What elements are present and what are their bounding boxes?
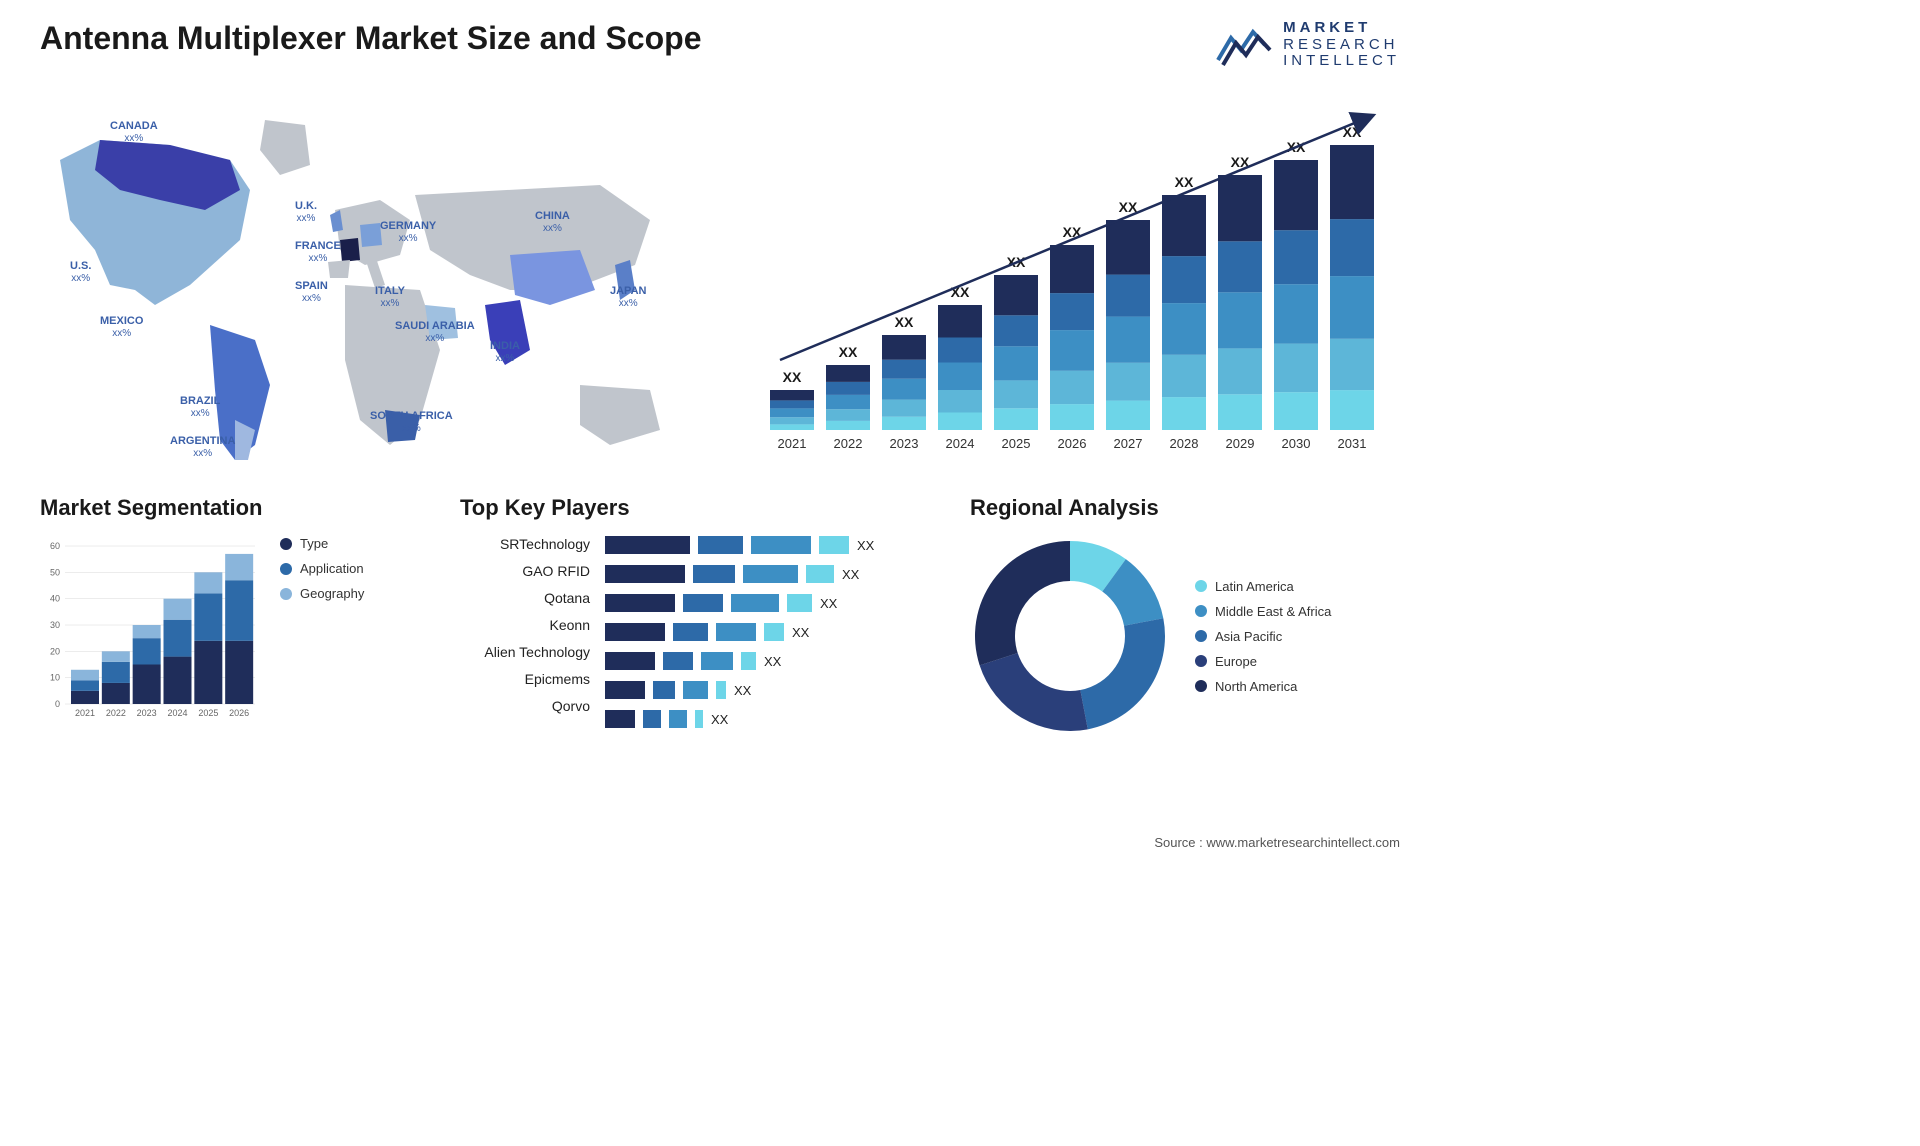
region-legend-item: Asia Pacific (1195, 629, 1331, 644)
player-bar: XX (605, 652, 874, 670)
region-legend-item: North America (1195, 679, 1331, 694)
svg-text:2021: 2021 (778, 436, 807, 451)
svg-text:20: 20 (50, 646, 60, 656)
svg-text:2021: 2021 (75, 708, 95, 718)
player-label: Alien Technology (460, 644, 590, 660)
player-bar: XX (605, 710, 874, 728)
segmentation-legend: Type Application Geography (280, 536, 364, 731)
seg-legend-item: Application (280, 561, 364, 576)
player-label: GAO RFID (460, 563, 590, 579)
map-label-germany: GERMANYxx% (380, 220, 436, 244)
regional-legend: Latin America Middle East & Africa Asia Pa… (1195, 579, 1331, 694)
player-label: Qorvo (460, 698, 590, 714)
world-map: CANADAxx% U.S.xx% MEXICOxx% BRAZILxx% ARGENT… (40, 90, 700, 470)
svg-text:2031: 2031 (1338, 436, 1367, 451)
map-label-us: U.S.xx% (70, 260, 91, 284)
players-title: Top Key Players (460, 495, 940, 521)
svg-text:0: 0 (55, 699, 60, 709)
svg-text:2029: 2029 (1226, 436, 1255, 451)
player-bar: XX (605, 681, 874, 699)
growth-chart: XX2021XX2022XX2023XX2024XX2025XX2026XX20… (740, 90, 1400, 470)
svg-text:2030: 2030 (1282, 436, 1311, 451)
svg-text:2028: 2028 (1170, 436, 1199, 451)
regional-title: Regional Analysis (970, 495, 1400, 521)
segmentation-chart: 0 10 20 30 40 50 60 2021 2022 2023 2024 2025 2026 (40, 536, 260, 731)
svg-text:2025: 2025 (1002, 436, 1031, 451)
player-bar: XX (605, 565, 874, 583)
map-label-italy: ITALYxx% (375, 285, 405, 309)
source-label: Source : www.marketresearchintellect.com (1154, 835, 1400, 850)
brand-logo: MARKET RESEARCH INTELLECT (1213, 20, 1400, 70)
svg-text:2026: 2026 (229, 708, 249, 718)
player-label: Keonn (460, 617, 590, 633)
svg-text:10: 10 (50, 673, 60, 683)
segmentation-title: Market Segmentation (40, 495, 430, 521)
map-label-brazil: BRAZILxx% (180, 395, 220, 419)
svg-text:2022: 2022 (834, 436, 863, 451)
page-title: Antenna Multiplexer Market Size and Scop… (40, 20, 701, 57)
svg-text:2023: 2023 (890, 436, 919, 451)
map-label-mexico: MEXICOxx% (100, 315, 143, 339)
map-label-japan: JAPANxx% (610, 285, 646, 309)
map-label-argentina: ARGENTINAxx% (170, 435, 235, 459)
region-legend-item: Latin America (1195, 579, 1331, 594)
regional-donut (970, 536, 1170, 736)
map-label-india: INDIAxx% (490, 340, 520, 364)
logo-line1: MARKET (1283, 20, 1400, 37)
region-legend-item: Europe (1195, 654, 1331, 669)
svg-text:50: 50 (50, 567, 60, 577)
svg-text:2024: 2024 (946, 436, 975, 451)
svg-text:40: 40 (50, 594, 60, 604)
logo-line2: RESEARCH (1283, 37, 1400, 54)
svg-text:2027: 2027 (1114, 436, 1143, 451)
svg-text:2024: 2024 (167, 708, 187, 718)
logo-icon (1213, 20, 1273, 70)
svg-text:2026: 2026 (1058, 436, 1087, 451)
map-label-uk: U.K.xx% (295, 200, 317, 224)
player-bar: XX (605, 594, 874, 612)
svg-text:XX: XX (895, 314, 914, 330)
map-label-saudiarabia: SAUDI ARABIAxx% (395, 320, 475, 344)
svg-text:2025: 2025 (198, 708, 218, 718)
map-label-canada: CANADAxx% (110, 120, 158, 144)
map-label-china: CHINAxx% (535, 210, 570, 234)
player-bar: XX (605, 536, 874, 554)
player-bar: XX (605, 623, 874, 641)
player-label: Epicmems (460, 671, 590, 687)
seg-legend-item: Geography (280, 586, 364, 601)
svg-text:XX: XX (839, 344, 858, 360)
svg-text:30: 30 (50, 620, 60, 630)
player-label: SRTechnology (460, 536, 590, 552)
logo-line3: INTELLECT (1283, 53, 1400, 70)
seg-legend-item: Type (280, 536, 364, 551)
svg-text:XX: XX (783, 369, 802, 385)
svg-text:XX: XX (1175, 174, 1194, 190)
region-legend-item: Middle East & Africa (1195, 604, 1331, 619)
svg-text:60: 60 (50, 541, 60, 551)
map-label-spain: SPAINxx% (295, 280, 328, 304)
player-label: Qotana (460, 590, 590, 606)
svg-text:2023: 2023 (137, 708, 157, 718)
players-chart: SRTechnology GAO RFID Qotana Keonn Alien Tec… (460, 536, 940, 728)
map-label-france: FRANCExx% (295, 240, 341, 264)
svg-text:2022: 2022 (106, 708, 126, 718)
map-label-southafrica: SOUTH AFRICAxx% (370, 410, 453, 434)
